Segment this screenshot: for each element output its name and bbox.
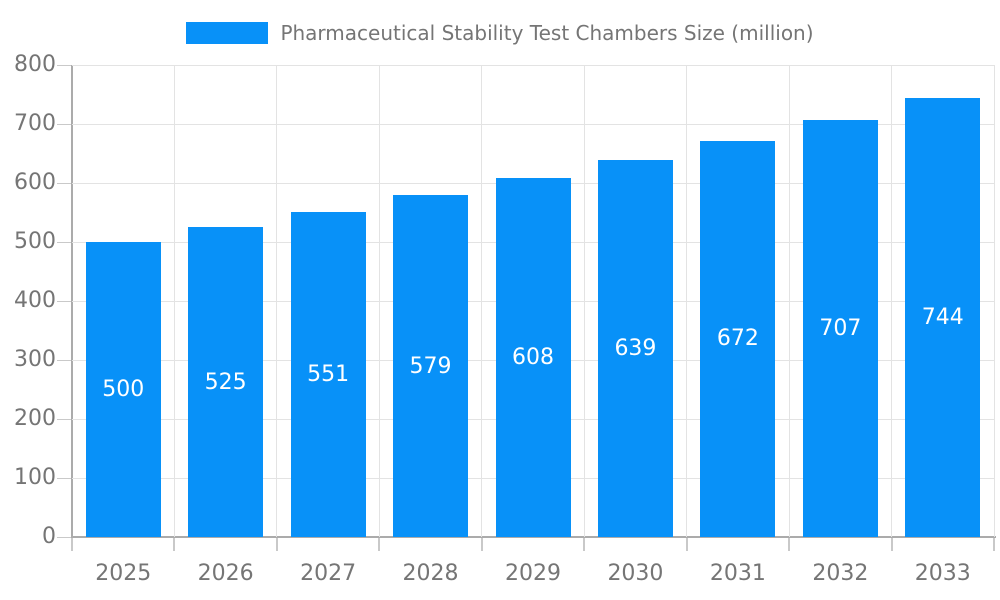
v-gridline bbox=[276, 65, 278, 537]
y-axis-label: 0 bbox=[42, 524, 56, 549]
y-axis-label: 100 bbox=[14, 465, 56, 490]
x-axis-label: 2032 bbox=[812, 561, 869, 586]
y-tick-mark bbox=[57, 418, 71, 420]
y-tick-mark bbox=[57, 536, 71, 538]
x-axis-label: 2031 bbox=[709, 561, 766, 586]
legend: Pharmaceutical Stability Test Chambers S… bbox=[0, 21, 1000, 45]
bar-value-label: 744 bbox=[921, 305, 964, 331]
legend-label: Pharmaceutical Stability Test Chambers S… bbox=[280, 21, 814, 45]
plot-area: 500 525 551 579 608 639 672 707 744 bbox=[71, 64, 995, 551]
x-tick-mark bbox=[275, 538, 278, 551]
bar-value-label: 525 bbox=[204, 369, 247, 395]
v-gridline bbox=[788, 65, 790, 537]
bar: 744 bbox=[905, 98, 981, 537]
x-axis-line bbox=[71, 536, 996, 538]
bar-value-label: 608 bbox=[512, 345, 554, 371]
y-axis-label: 400 bbox=[14, 288, 56, 313]
y-axis-label: 800 bbox=[14, 52, 56, 77]
v-gridline bbox=[378, 65, 380, 537]
y-axis-label: 300 bbox=[14, 347, 56, 372]
h-gridline bbox=[72, 123, 994, 125]
y-tick-mark bbox=[57, 64, 71, 66]
x-axis-label: 2027 bbox=[300, 561, 357, 586]
y-axis-ticks bbox=[57, 64, 71, 539]
y-tick-mark bbox=[57, 300, 71, 302]
bar: 500 bbox=[85, 242, 161, 537]
bar-value-label: 579 bbox=[409, 353, 452, 379]
bar: 707 bbox=[802, 119, 878, 537]
bar-value-label: 672 bbox=[716, 326, 759, 352]
y-tick-mark bbox=[57, 123, 71, 125]
bar: 639 bbox=[597, 160, 673, 537]
bar: 672 bbox=[700, 140, 776, 537]
y-axis-label: 200 bbox=[14, 406, 56, 431]
y-axis-label: 700 bbox=[14, 111, 56, 136]
y-axis-label: 500 bbox=[14, 229, 56, 254]
v-gridline bbox=[583, 65, 585, 537]
y-axis-labels: 0 100 200 300 400 500 600 700 800 bbox=[0, 52, 56, 549]
y-tick-mark bbox=[57, 477, 71, 479]
x-tick-mark bbox=[788, 538, 791, 551]
x-axis-labels: 2025 2026 2027 2028 2029 2030 2031 2032 2033 bbox=[72, 560, 994, 590]
x-tick-mark bbox=[378, 538, 381, 551]
v-gridline bbox=[686, 65, 688, 537]
y-axis-label: 600 bbox=[14, 170, 56, 195]
v-gridline bbox=[993, 65, 995, 537]
x-tick-mark bbox=[993, 538, 995, 551]
x-tick-mark bbox=[173, 538, 176, 551]
v-gridline bbox=[481, 65, 483, 537]
bar-value-label: 551 bbox=[307, 361, 350, 387]
v-gridline bbox=[173, 65, 175, 537]
bar-value-label: 707 bbox=[819, 315, 862, 341]
legend-swatch bbox=[186, 22, 269, 44]
x-tick-mark bbox=[583, 538, 586, 551]
x-axis-label: 2026 bbox=[197, 561, 254, 586]
bar: 579 bbox=[393, 195, 469, 537]
bar-value-label: 639 bbox=[614, 336, 657, 361]
v-gridline bbox=[891, 65, 893, 537]
bar-value-label: 500 bbox=[102, 377, 145, 402]
x-axis-label: 2033 bbox=[914, 561, 971, 586]
bar: 608 bbox=[495, 178, 571, 537]
bar: 551 bbox=[290, 211, 366, 537]
x-axis-label: 2025 bbox=[95, 561, 152, 586]
x-axis-label: 2030 bbox=[607, 561, 664, 586]
y-tick-mark bbox=[57, 241, 71, 243]
bar: 525 bbox=[188, 227, 264, 537]
x-tick-mark bbox=[71, 538, 73, 551]
x-tick-mark bbox=[890, 538, 893, 551]
x-axis-label: 2029 bbox=[504, 561, 561, 586]
x-tick-mark bbox=[685, 538, 688, 551]
y-tick-mark bbox=[57, 182, 71, 184]
x-axis-label: 2028 bbox=[402, 561, 459, 586]
x-tick-mark bbox=[480, 538, 483, 551]
y-axis-line bbox=[71, 65, 73, 539]
y-tick-mark bbox=[57, 359, 71, 361]
h-gridline bbox=[72, 64, 994, 66]
